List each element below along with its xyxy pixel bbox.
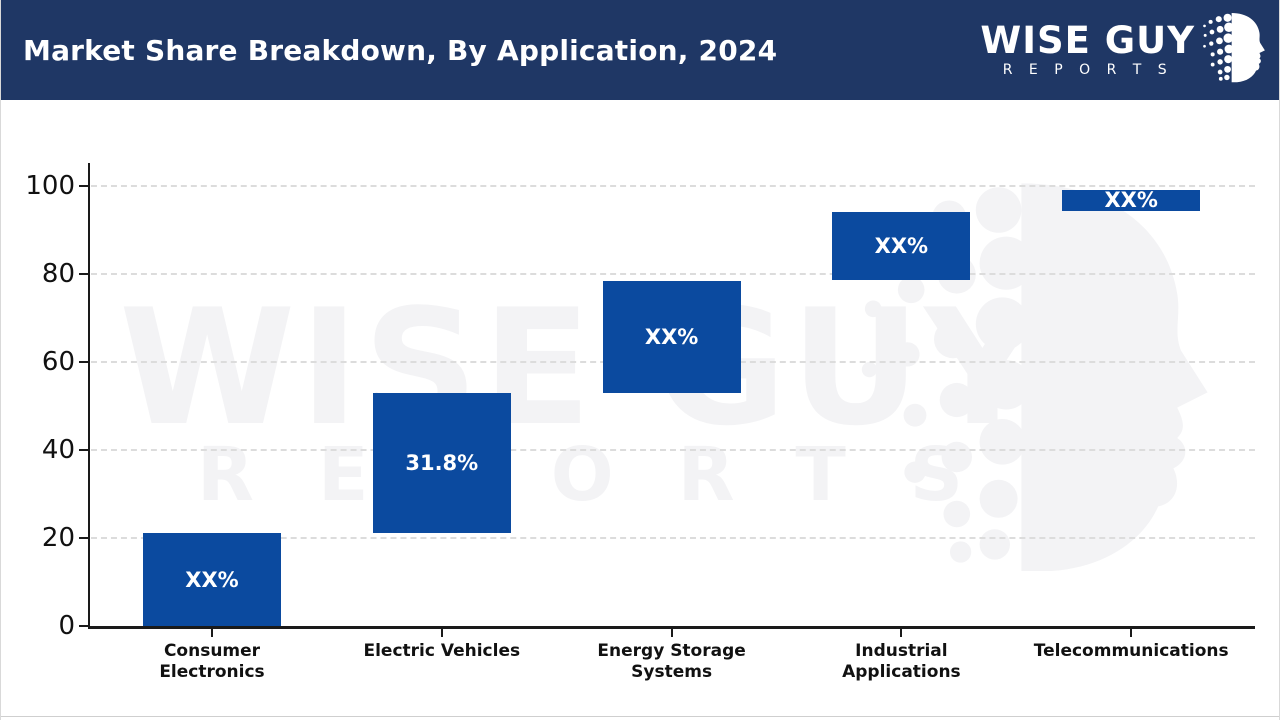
bar-segment: 31.8% [372, 393, 511, 534]
x-tick-mark-4 [1130, 629, 1133, 637]
y-tick-label-80: 80 [41, 259, 75, 289]
y-tick-label-100: 100 [25, 171, 75, 201]
bar-value-label: XX% [185, 567, 239, 592]
y-tick-mark-100 [79, 185, 89, 187]
bar-segment: XX% [602, 281, 741, 393]
watermark-brand-text: WISE GUY [119, 274, 1045, 461]
y-tick-mark-80 [79, 273, 89, 275]
gridline-80 [91, 273, 1255, 275]
chart-plot-region: WISE GUY REPORTS 0 20 40 60 80 100 XX% Consumer… [1, 100, 1279, 717]
x-tick-mark-0 [211, 629, 213, 637]
y-tick-mark-60 [79, 361, 89, 363]
brand-text: WISE GUY R E P O R T S [980, 19, 1195, 78]
y-tick-mark-40 [79, 449, 89, 451]
gridline-40 [91, 449, 1255, 451]
gridline-20 [91, 537, 1255, 539]
bar-value-label: 31.8% [405, 451, 479, 476]
brand-subname: R E P O R T S [1002, 61, 1173, 78]
y-tick-label-60: 60 [41, 347, 75, 377]
x-category-label: Electric Vehicles [363, 641, 521, 661]
gridline-100 [91, 185, 1255, 187]
y-tick-label-20: 20 [41, 523, 75, 553]
x-category-label: Industrial Applications [842, 641, 961, 683]
y-tick-label-0: 0 [58, 611, 75, 641]
x-category-label: Energy Storage Systems [597, 641, 746, 683]
x-tick-mark-3 [900, 629, 903, 637]
footer-divider [1, 716, 1279, 717]
x-axis-line [88, 626, 1255, 629]
x-tick-mark-1 [440, 629, 443, 637]
x-tick-mark-2 [670, 629, 673, 637]
bar-segment: XX% [832, 211, 971, 281]
y-axis-line [88, 163, 90, 628]
bar-segment: XX% [1062, 188, 1201, 213]
bar-value-label: XX% [644, 325, 699, 350]
bar-segment: XX% [143, 533, 281, 626]
x-category-label: Consumer Electronics [159, 641, 265, 683]
brand-name: WISE GUY [980, 19, 1195, 63]
brand-logo: WISE GUY R E P O R T S [980, 8, 1267, 92]
page-title: Market Share Breakdown, By Application, … [23, 33, 778, 67]
bar-value-label: XX% [874, 233, 929, 258]
bar-value-label: XX% [1104, 188, 1158, 213]
x-category-label: Telecommunications [1033, 641, 1229, 661]
y-tick-label-40: 40 [41, 435, 75, 465]
y-tick-mark-20 [79, 537, 89, 539]
header-banner: Market Share Breakdown, By Application, … [1, 0, 1279, 100]
dotted-face-profile-icon [1203, 13, 1265, 83]
y-tick-mark-0 [79, 625, 89, 627]
